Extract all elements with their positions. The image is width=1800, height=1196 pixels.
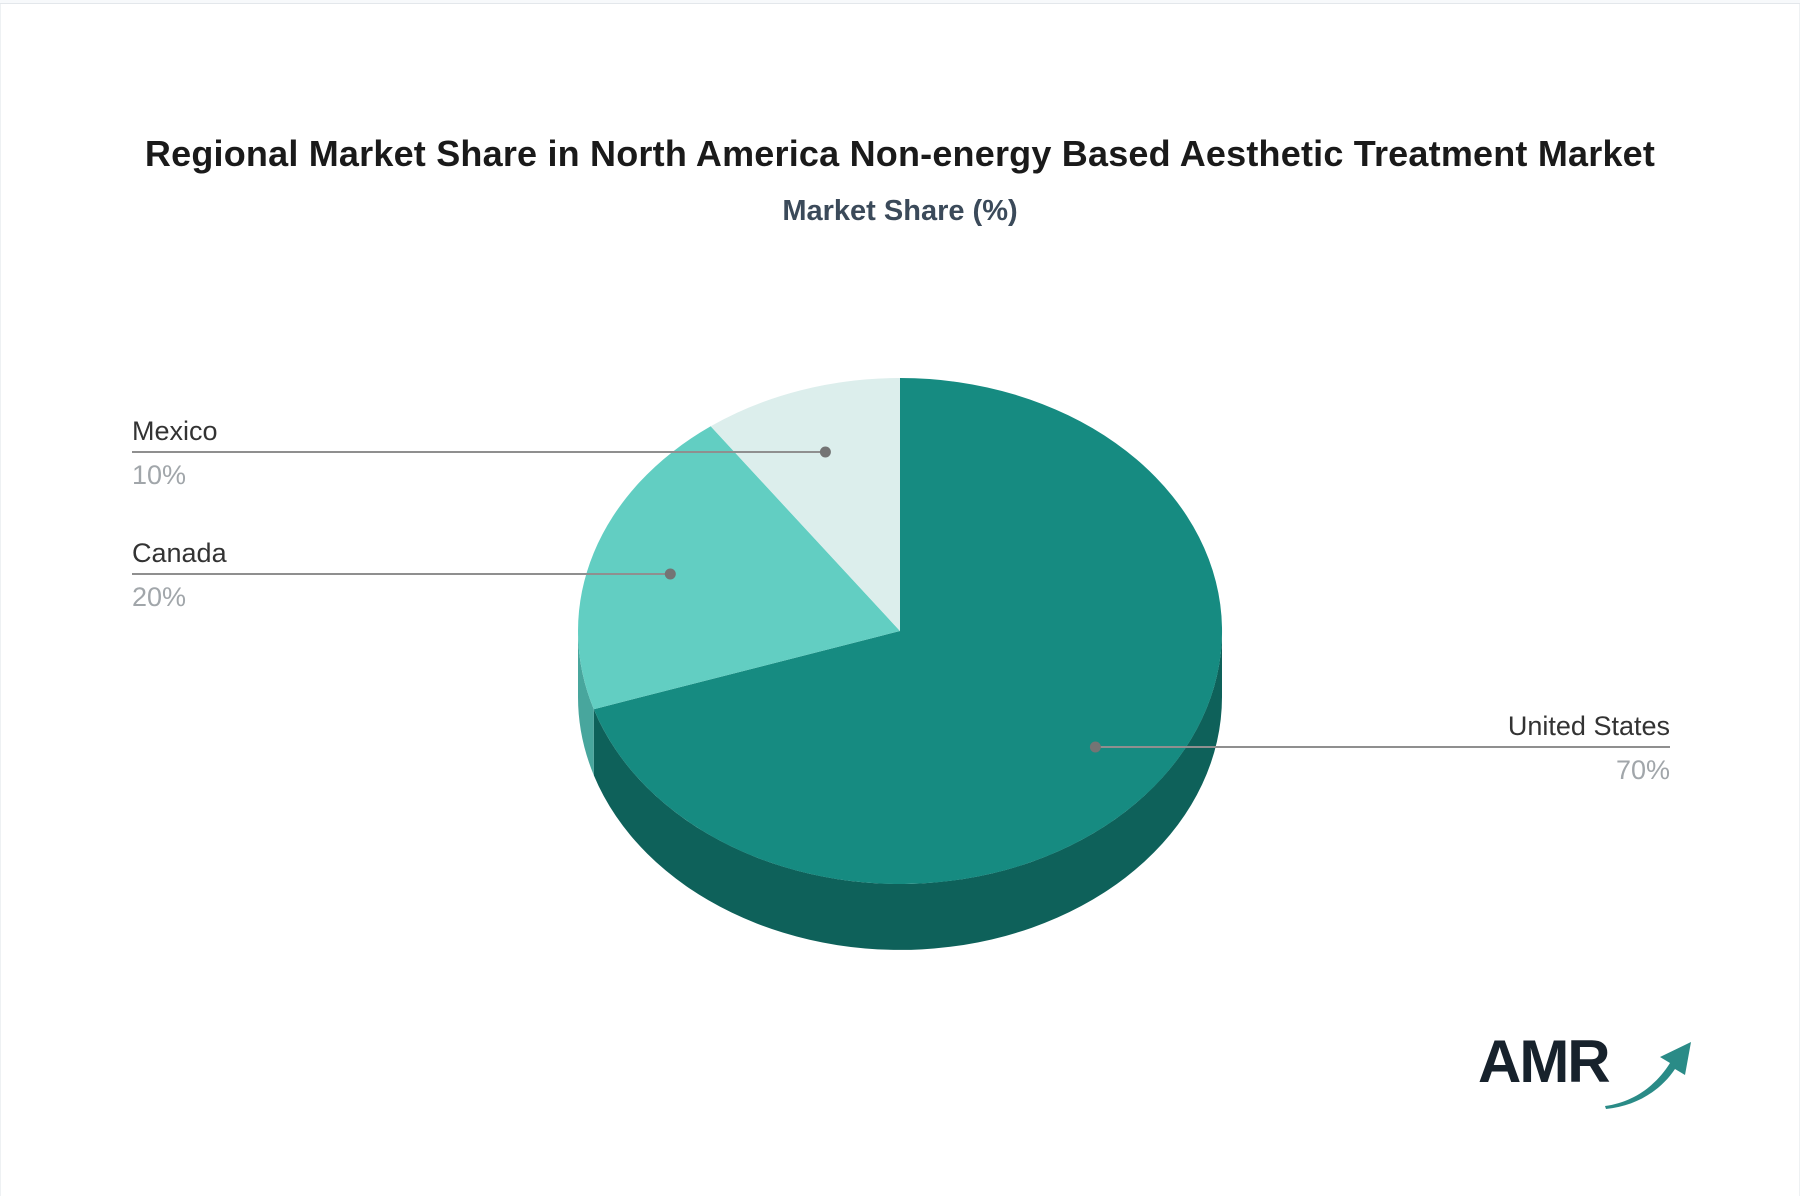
pie-slice-united-states[interactable] [593,378,1223,884]
amr-logo-arrow-icon [1604,1042,1691,1109]
pie-label-united-states-value: 70% [1615,755,1670,785]
pie-connector-dot-mexico [819,446,831,458]
pie-slice-side-canada [578,631,594,776]
pie-connector-dot-united-states [1089,741,1101,753]
pie-label-canada-value: 20% [132,582,187,612]
chart-subtitle: Market Share (%) [782,195,1018,227]
pie-label-united-states: United States 70% [1508,711,1670,785]
chart-title: Regional Market Share in North America N… [144,133,1656,174]
pie-label-mexico-name: Mexico [132,416,218,446]
pie-slice-mexico[interactable] [710,377,900,631]
pie-connector-dot-canada [664,568,676,580]
pie-slice-canada[interactable] [578,426,900,710]
pie-label-canada-name: Canada [132,538,227,568]
amr-logo: AMR [1478,1030,1698,1110]
pie-label-united-states-name: United States [1507,711,1670,741]
pie-slice-side-united-states [593,631,1222,950]
pie-label-mexico-value: 10% [132,460,187,490]
pie-label-canada: Canada 20% [132,538,227,612]
top-strip [0,0,1800,4]
amr-logo-text: AMR [1478,1028,1611,1095]
pie-label-mexico: Mexico 10% [132,416,218,490]
